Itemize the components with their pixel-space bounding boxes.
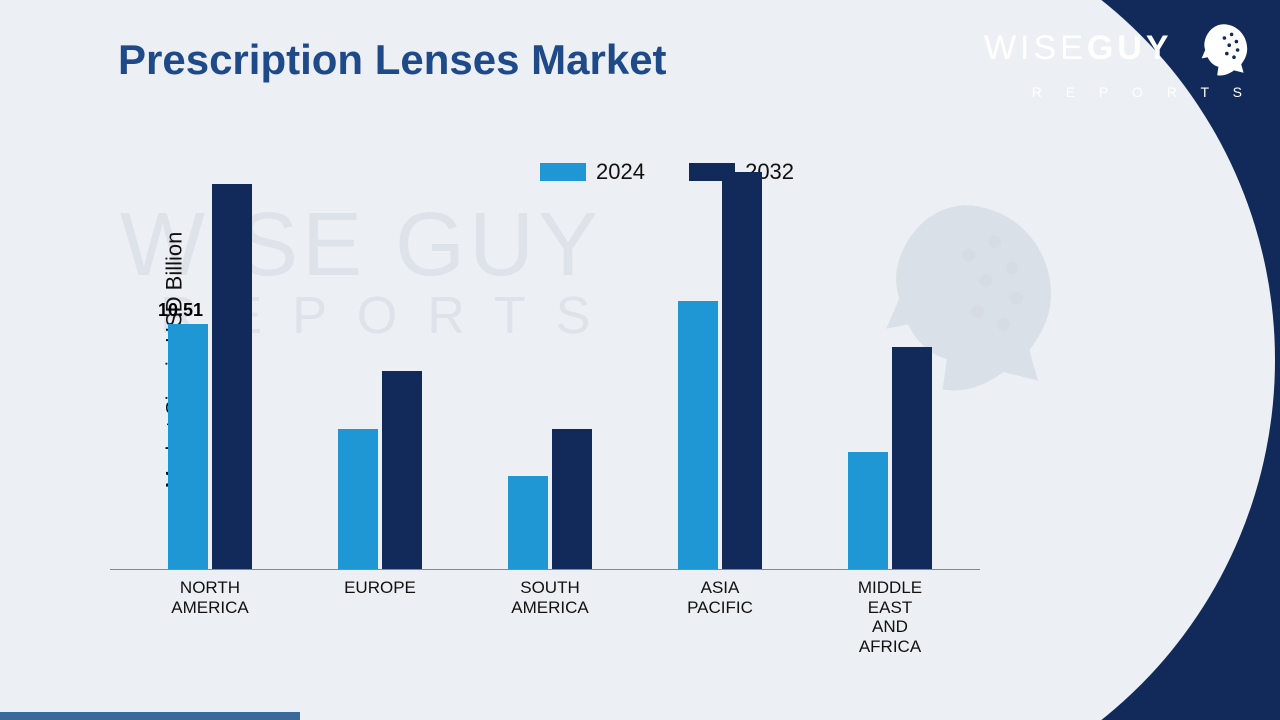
bar xyxy=(338,429,378,569)
bar xyxy=(848,452,888,569)
plot-area: NORTHAMERICAEUROPESOUTHAMERICAASIAPACIFI… xyxy=(110,150,980,570)
x-axis-label: NORTHAMERICA xyxy=(135,578,285,617)
bar xyxy=(722,172,762,569)
logo-text-reports: R E P O R T S xyxy=(984,84,1252,100)
data-label: 10.51 xyxy=(158,300,203,321)
bar xyxy=(678,301,718,569)
logo-text-wise: WISE xyxy=(984,29,1087,67)
bar xyxy=(508,476,548,569)
x-axis-label: SOUTHAMERICA xyxy=(475,578,625,617)
bar xyxy=(168,324,208,569)
bar xyxy=(382,371,422,569)
logo-text-guy: GUY xyxy=(1087,29,1173,67)
x-axis-label: MIDDLEEASTANDAFRICA xyxy=(815,578,965,656)
bar-chart: Market Size in USD Billion NORTHAMERICAE… xyxy=(60,150,980,570)
bar xyxy=(212,184,252,569)
x-axis-line xyxy=(110,569,980,570)
bar xyxy=(552,429,592,569)
x-axis-label: EUROPE xyxy=(305,578,455,598)
page-root: WISEGUY R E P O R T S Prescription Lense… xyxy=(0,0,1280,720)
x-axis-label: ASIAPACIFIC xyxy=(645,578,795,617)
bar xyxy=(892,347,932,569)
brand-logo: WISEGUY R E P O R T S xyxy=(984,20,1252,100)
page-title: Prescription Lenses Market xyxy=(118,36,667,84)
brain-head-icon xyxy=(1192,20,1252,80)
bottom-accent-bar xyxy=(0,712,300,720)
